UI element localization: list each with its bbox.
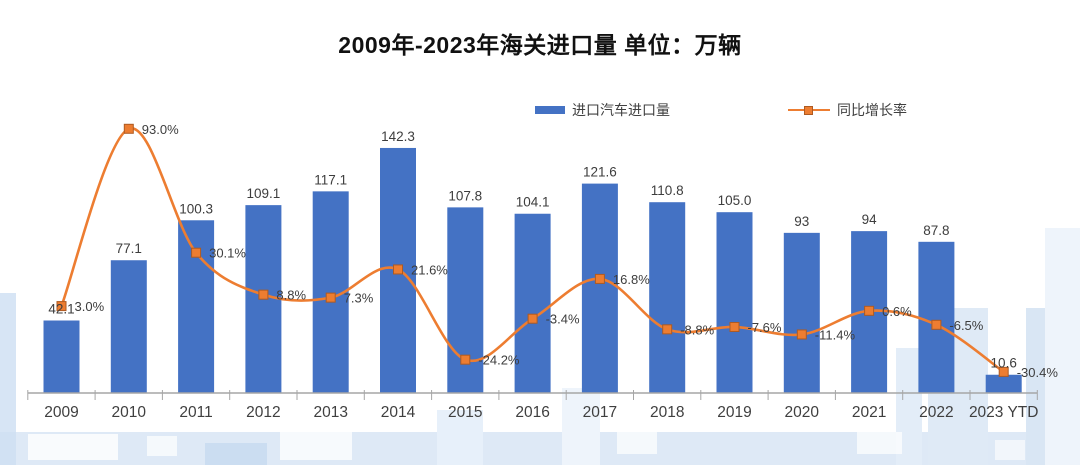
bar-value-label: 107.8: [448, 188, 482, 203]
legend-line-series-label: 同比增长率: [837, 102, 907, 118]
x-axis-label-2021: 2021: [852, 404, 886, 421]
bar-2019: [716, 212, 753, 393]
x-axis-label-2010: 2010: [112, 404, 147, 421]
growth-value-label: 3.0%: [75, 299, 105, 314]
growth-value-label: 8.8%: [276, 288, 306, 303]
bar-series-swatch-icon: [535, 106, 565, 114]
x-axis-label-2015: 2015: [448, 404, 482, 421]
bar-2009: [43, 320, 80, 393]
bar-2022: [918, 241, 955, 393]
legend-item-import-volume: 进口汽车进口量: [535, 100, 670, 120]
marker-2015: [460, 354, 471, 365]
x-axis-label-2013: 2013: [313, 404, 347, 421]
bar-value-label: 93: [794, 214, 809, 229]
line-series-swatch-icon: [788, 105, 830, 115]
bar-value-label: 104.1: [516, 195, 550, 210]
bar-2020: [783, 232, 820, 393]
marker-2021: [864, 305, 875, 316]
marker-2020: [796, 329, 807, 340]
x-axis-label-2017: 2017: [583, 404, 617, 421]
bar-value-label: 100.3: [179, 201, 213, 216]
legend-bar-series-label: 进口汽车进口量: [572, 102, 670, 118]
bar-value-label: 109.1: [247, 186, 281, 201]
legend: 进口汽车进口量 同比增长率: [535, 100, 907, 120]
x-axis-label-2014: 2014: [381, 404, 416, 421]
growth-value-label: -11.4%: [815, 327, 856, 342]
marker-2010: [123, 123, 134, 134]
bar-2017: [581, 183, 618, 393]
growth-value-label: 30.1%: [209, 246, 246, 261]
x-axis-label-2020: 2020: [785, 404, 820, 421]
bar-2018: [649, 202, 686, 393]
growth-value-label: 93.0%: [142, 122, 179, 137]
growth-value-label: 0.6%: [882, 304, 912, 319]
marker-2018: [662, 324, 673, 335]
x-axis-label-2012: 2012: [246, 404, 280, 421]
growth-value-label: -6.5%: [949, 318, 983, 333]
growth-value-label: -3.4%: [546, 312, 580, 327]
legend-item-growth-rate: 同比增长率: [788, 100, 907, 120]
bar-value-label: 77.1: [116, 241, 142, 256]
marker-2011: [191, 247, 202, 258]
bar-value-label: 117.1: [314, 172, 347, 187]
growth-value-label: -30.4%: [1017, 365, 1059, 380]
growth-value-label: -8.8%: [680, 322, 714, 337]
growth-value-label: -24.2%: [478, 353, 520, 368]
growth-value-label: -7.6%: [748, 320, 782, 335]
x-axis-label-2023 YTD: 2023 YTD: [969, 404, 1039, 421]
bar-value-label: 105.0: [718, 193, 752, 208]
x-axis-label-2016: 2016: [515, 404, 549, 421]
x-axis-label-2011: 2011: [179, 404, 212, 421]
bar-value-label: 94: [862, 212, 878, 227]
marker-2023 YTD: [998, 366, 1009, 377]
chart-title: 2009年-2023年海关进口量 单位：万辆: [338, 32, 742, 58]
marker-2014: [393, 264, 403, 275]
bar-2023 YTD: [985, 374, 1022, 393]
marker-2019: [729, 321, 740, 332]
bar-value-label: 10.6: [991, 356, 1017, 371]
x-axis-label-2018: 2018: [650, 404, 684, 421]
growth-line: [60, 127, 1005, 373]
marker-2012: [258, 289, 269, 300]
x-axis-label-2019: 2019: [717, 404, 751, 421]
marker-2017: [594, 273, 605, 284]
bar-2010: [110, 260, 147, 393]
x-axis-label-2009: 2009: [44, 404, 78, 421]
bar-2016: [514, 213, 551, 393]
growth-value-label: 7.3%: [344, 291, 374, 306]
bar-value-label: 87.8: [923, 223, 949, 238]
bar-value-label: 42.1: [48, 302, 74, 317]
marker-2009: [56, 301, 67, 312]
growth-value-label: 21.6%: [411, 262, 448, 277]
growth-value-label: 16.8%: [613, 272, 650, 287]
marker-2016: [527, 313, 538, 324]
bar-value-label: 110.8: [651, 183, 684, 198]
marker-2022: [931, 319, 942, 330]
marker-2013: [325, 292, 336, 303]
bar-value-label: 142.3: [381, 129, 415, 144]
bar-value-label: 121.6: [583, 165, 617, 180]
x-axis-label-2022: 2022: [919, 404, 953, 421]
